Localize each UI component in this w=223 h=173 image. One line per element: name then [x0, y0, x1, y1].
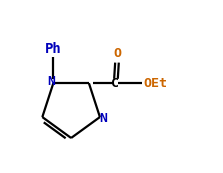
Text: N: N — [99, 112, 107, 125]
Text: O: O — [113, 47, 121, 60]
Text: N: N — [47, 75, 55, 88]
Text: OEt: OEt — [143, 77, 167, 90]
Text: C: C — [111, 77, 119, 90]
Text: Ph: Ph — [45, 42, 62, 56]
